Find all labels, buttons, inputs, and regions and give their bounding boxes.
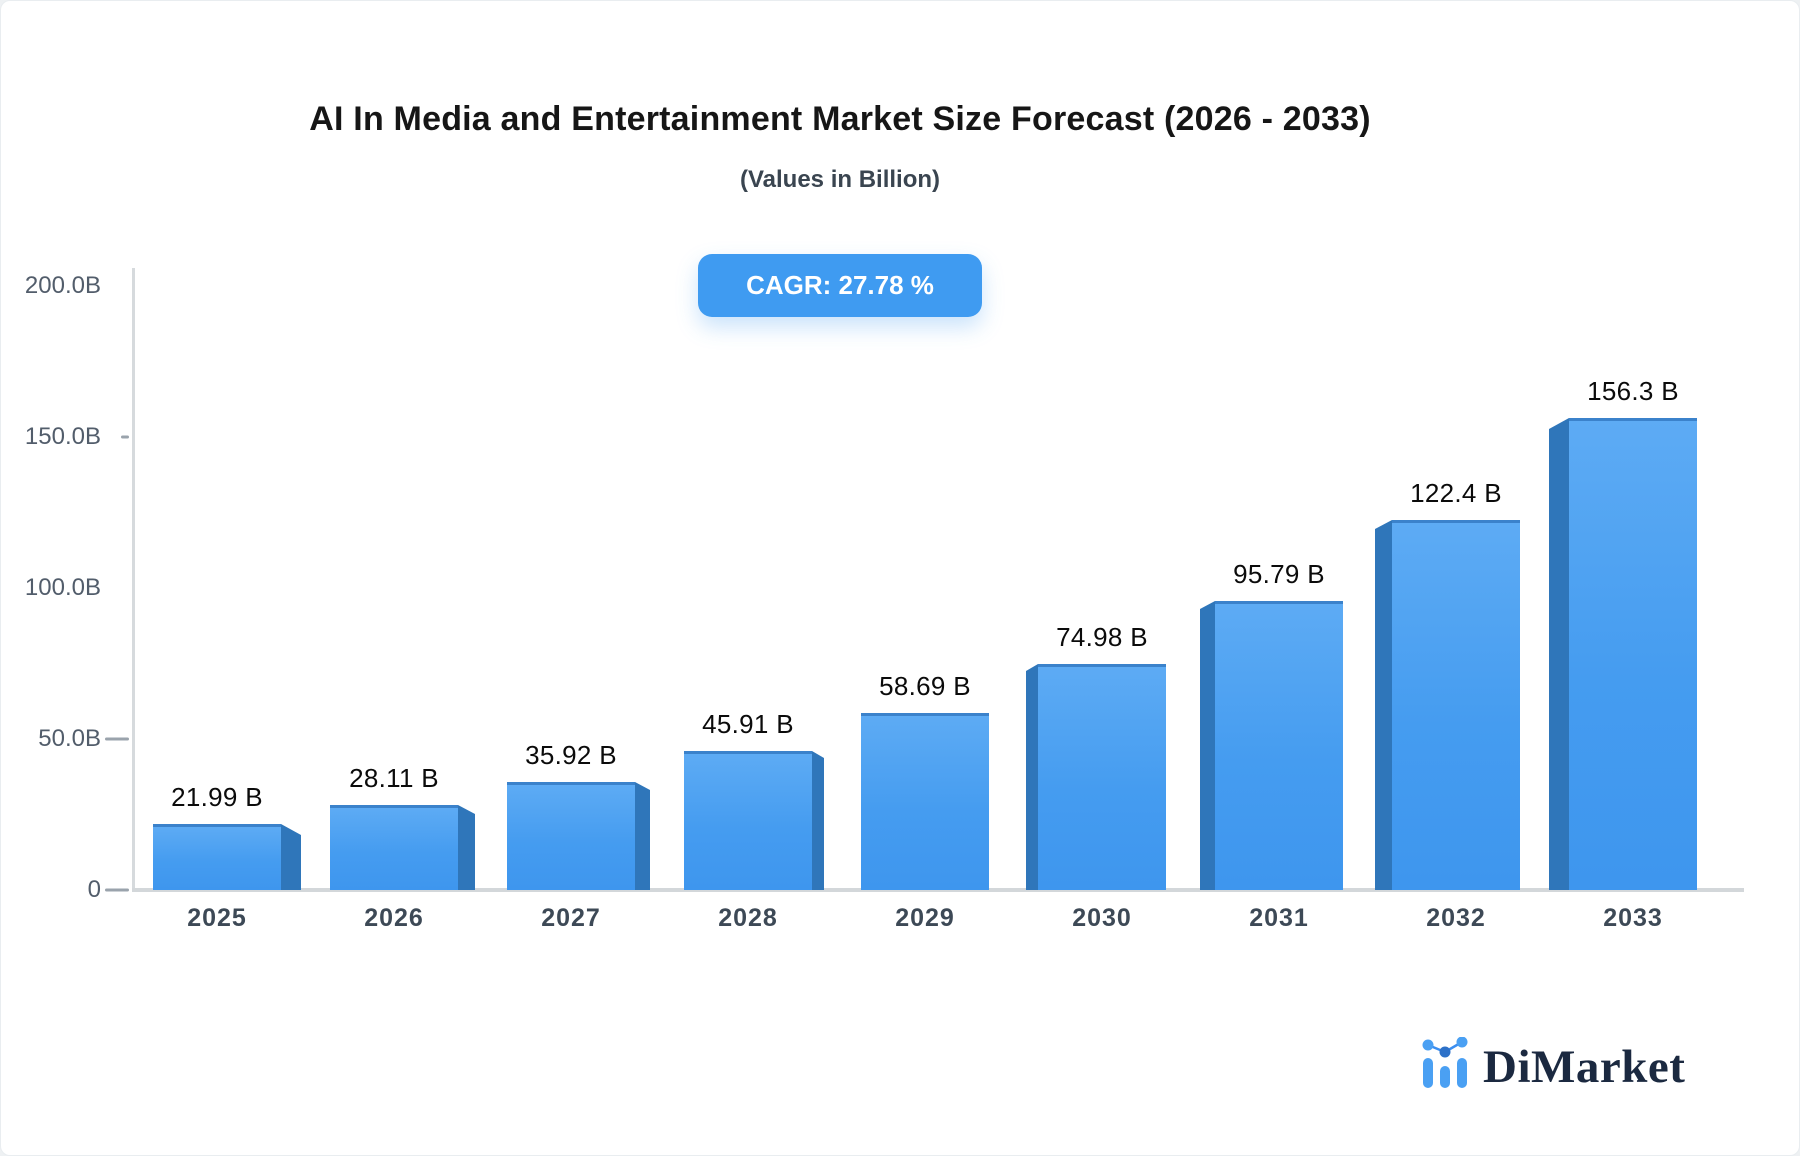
bar-value-label: 95.79 B [1233,559,1325,589]
x-tick-label-2028: 2028 [718,904,778,932]
y-tick-label: 0 [87,876,101,903]
bar-2030 [1038,664,1166,890]
x-tick-label-2033: 2033 [1603,904,1663,932]
chart-subtitle: (Values in Billion) [739,166,941,193]
brand-logo-icon [1422,1037,1468,1088]
bar-side-face [1200,601,1215,890]
bar-side-face [281,824,301,890]
bar-side-face [812,751,824,890]
bar-side-face [635,782,650,890]
bar-2028 [684,751,812,890]
cagr-badge: CAGR: 27.78 % [698,254,982,317]
bar-side-face [458,805,475,890]
x-tick-label-2029: 2029 [895,904,955,932]
bar-2025 [153,824,281,890]
bar-2029 [861,713,989,890]
y-tick-label: 50.0B [38,725,101,752]
bar-value-label: 45.91 B [702,709,794,739]
x-tick-label-2027: 2027 [541,904,601,932]
x-tick-label-2025: 2025 [187,904,247,932]
cagr-badge-wrap: CAGR: 27.78 % [1,254,1679,317]
bar-2031 [1215,601,1343,890]
bar-value-label: 21.99 B [171,782,263,812]
y-tick-dash [121,435,129,439]
y-tick-label: 100.0B [24,574,101,601]
x-tick-label-2032: 2032 [1426,904,1486,932]
x-tick-label-2030: 2030 [1072,904,1132,932]
bar-2032 [1392,520,1520,890]
bar-value-label: 74.98 B [1056,622,1148,652]
x-tick-label-2026: 2026 [364,904,424,932]
y-tick-dash [105,737,129,741]
bar-side-face [1026,664,1038,890]
y-axis-line [132,268,135,892]
bar-value-label: 28.11 B [349,763,439,793]
bar-2026 [330,805,458,890]
bar-side-face [1375,520,1392,890]
bar-2027 [507,782,635,890]
bar-2033 [1569,418,1697,890]
y-tick-label: 150.0B [24,423,101,450]
y-tick-dash [105,888,129,892]
bar-value-label: 35.92 B [525,740,617,770]
bar-value-label: 122.4 B [1410,478,1502,508]
bar-value-label: 58.69 B [879,671,971,701]
x-axis-baseline [132,888,1744,892]
x-tick-label-2031: 2031 [1249,904,1309,932]
bar-side-face [1549,418,1569,890]
chart-title: AI In Media and Entertainment Market Siz… [309,100,1371,138]
brand-logo: DiMarket [1421,1037,1685,1091]
brand-name: DiMarket [1483,1041,1686,1093]
y-tick-label: 200.0B [24,272,101,299]
bar-value-label: 156.3 B [1587,376,1679,406]
